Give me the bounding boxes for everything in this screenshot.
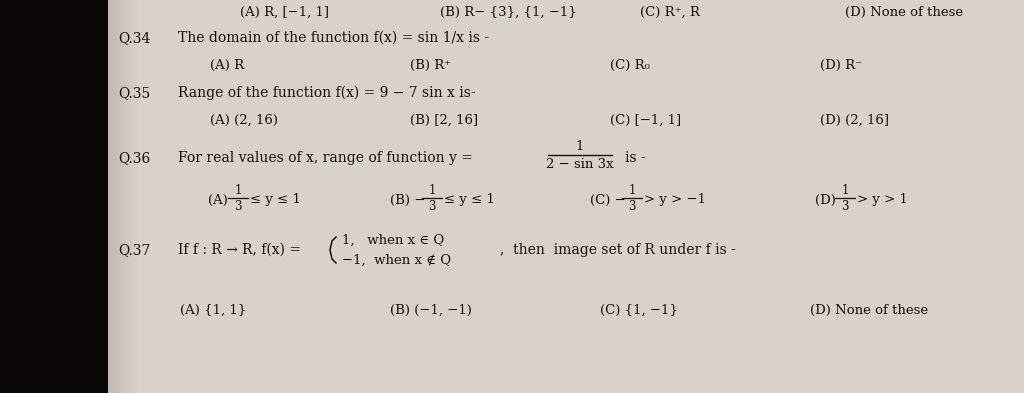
Text: 1: 1 [428,184,435,198]
Text: (B) [2, 16]: (B) [2, 16] [410,114,478,127]
Text: 3: 3 [842,200,849,213]
Text: (D) None of these: (D) None of these [810,303,928,316]
Text: (D) (2, 16]: (D) (2, 16] [820,114,889,127]
Text: The domain of the function f(x) = sin 1/x is -: The domain of the function f(x) = sin 1/… [178,31,489,45]
Text: (B) (−1, −1): (B) (−1, −1) [390,303,472,316]
Text: (D) None of these: (D) None of these [845,6,964,18]
Text: (C) {1, −1}: (C) {1, −1} [600,303,678,316]
Text: (A) {1, 1}: (A) {1, 1} [180,303,246,316]
Text: (A): (A) [208,193,228,206]
Text: Range of the function f(x) = 9 − 7 sin x is-: Range of the function f(x) = 9 − 7 sin x… [178,86,475,100]
Text: 1: 1 [575,141,584,154]
Text: (C) R₀: (C) R₀ [610,59,650,72]
Text: (C) R⁺, R: (C) R⁺, R [640,6,699,18]
Text: Q.35: Q.35 [118,86,151,100]
Text: (D) R⁻: (D) R⁻ [820,59,862,72]
Text: (A) (2, 16): (A) (2, 16) [210,114,278,127]
Text: ,  then  image set of R under f is -: , then image set of R under f is - [500,243,736,257]
Text: 2 − sin 3x: 2 − sin 3x [546,158,613,171]
Text: > y > −1: > y > −1 [644,193,706,206]
Text: 1: 1 [842,184,849,198]
Text: 3: 3 [629,200,636,213]
Text: 1: 1 [629,184,636,198]
Text: (B) R⁺: (B) R⁺ [410,59,452,72]
Text: 3: 3 [234,200,242,213]
Text: If f : R → R, f(x) =: If f : R → R, f(x) = [178,243,301,257]
Text: (A) R, [−1, 1]: (A) R, [−1, 1] [240,6,329,18]
Text: (B) −: (B) − [390,193,425,206]
Text: 1,   when x ∈ Q: 1, when x ∈ Q [342,233,444,246]
Text: For real values of x, range of function y =: For real values of x, range of function … [178,151,473,165]
Text: is -: is - [625,151,646,165]
Text: (C) [−1, 1]: (C) [−1, 1] [610,114,681,127]
Text: (D): (D) [815,193,836,206]
Bar [0,0,108,393]
Text: Q.37: Q.37 [118,243,151,257]
Text: 1: 1 [234,184,242,198]
Text: > y > 1: > y > 1 [857,193,908,206]
Text: 3: 3 [428,200,436,213]
Text: (A) R: (A) R [210,59,244,72]
Text: Q.36: Q.36 [118,151,151,165]
Text: (B) R− {3}, {1, −1}: (B) R− {3}, {1, −1} [440,6,577,18]
Text: −1,  when x ∉ Q: −1, when x ∉ Q [342,253,452,266]
Text: Q.34: Q.34 [118,31,151,45]
Text: (C) −: (C) − [590,193,626,206]
Text: ≤ y ≤ 1: ≤ y ≤ 1 [444,193,495,206]
Text: ≤ y ≤ 1: ≤ y ≤ 1 [250,193,301,206]
